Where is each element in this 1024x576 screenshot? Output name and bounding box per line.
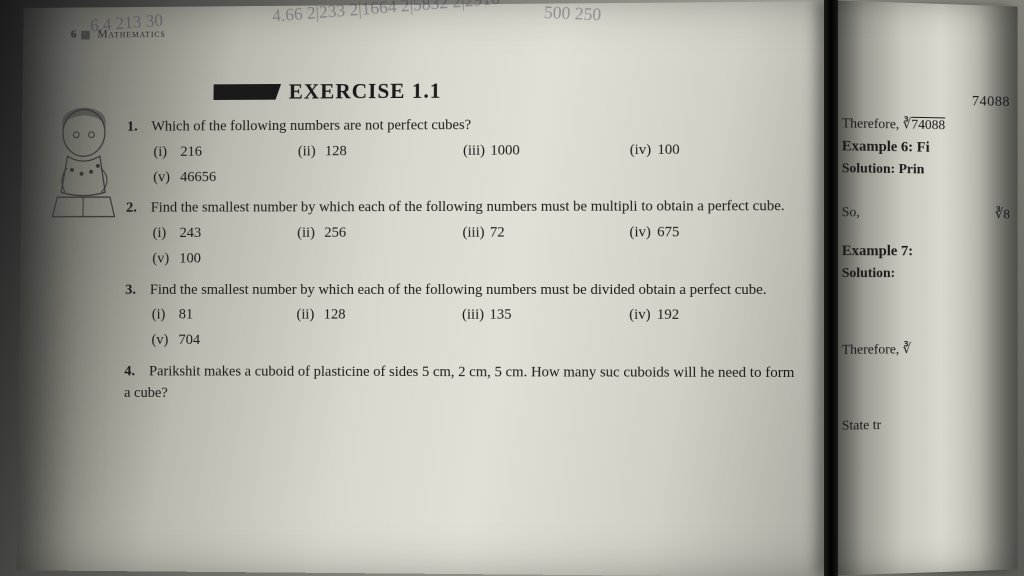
page-header: 6 Mathematics (71, 21, 801, 41)
option: (v)100 (152, 248, 297, 269)
question-text: Parikshit makes a cuboid of plasticine o… (124, 363, 794, 400)
exercise-title: EXERCISE 1.1 (289, 78, 442, 103)
right-line: Solution: (842, 266, 1010, 282)
option: (iv)675 (629, 222, 778, 244)
option: (iii)1000 (463, 140, 630, 162)
book-spine (824, 0, 838, 576)
right-line: Therefore, ∛ (842, 341, 1010, 359)
right-line: So, ∛8 (842, 205, 1010, 222)
option: (ii)128 (298, 141, 463, 163)
question: 1. Which of the following numbers are no… (126, 114, 800, 189)
pencil-scribble: 500 250 (543, 4, 601, 23)
option: (i)243 (153, 223, 298, 245)
question-number: 1. (127, 117, 148, 138)
page-number: 6 (71, 27, 78, 41)
option: (ii)128 (296, 305, 462, 327)
question: 2. Find the smallest number by which eac… (125, 196, 800, 269)
option: (iii)72 (462, 222, 629, 244)
right-line: State tr (842, 416, 1010, 435)
exercise-banner: EXERCISE 1.1 (213, 78, 441, 105)
question: 4. Parikshit makes a cuboid of plasticin… (124, 361, 800, 406)
question: 3. Find the smallest number by which eac… (125, 280, 801, 353)
options-grid: (i)243 (ii)256 (iii)72 (iv)675 (v)100 (152, 222, 800, 270)
right-line: Therefore, ∛74088 (842, 115, 1010, 135)
header-square-icon (81, 30, 90, 39)
question-number: 2. (126, 198, 147, 219)
option: (v)46656 (153, 167, 298, 189)
option: (iv)192 (629, 305, 778, 327)
question-text: Find the smallest number by which each o… (150, 282, 767, 298)
options-grid: (i)216 (ii)128 (iii)1000 (iv)100 (v)4665… (153, 139, 800, 188)
right-line: Solution: Prin (842, 161, 1010, 179)
subject-label: Mathematics (97, 26, 165, 40)
question-number: 3. (125, 280, 146, 301)
right-page: 74088 Therefore, ∛74088 Example 6: Fi So… (824, 0, 1018, 576)
question-number: 4. (124, 361, 145, 382)
question-text: Find the smallest number by which each o… (151, 198, 785, 215)
option: (iii)135 (462, 305, 629, 327)
left-page: 6 Mathematics 6.4 213 30 4.66 2|233 2|16… (17, 1, 831, 576)
option: (iv)100 (630, 139, 779, 161)
option: (i)216 (153, 141, 298, 163)
options-grid: (i)81 (ii)128 (iii)135 (iv)192 (v)704 (151, 305, 800, 353)
pencil-scribble: 4.66 2|233 2|1664 2|5832 2|2916 (272, 0, 500, 25)
option: (i)81 (152, 305, 297, 326)
banner-block-icon (214, 84, 282, 100)
right-line: Example 6: Fi (842, 138, 1010, 158)
option: (ii)256 (297, 223, 462, 245)
right-number: 74088 (842, 90, 1010, 111)
right-line: Example 7: (842, 243, 1010, 261)
student-illustration (38, 99, 130, 236)
option: (v)704 (151, 330, 296, 352)
question-text: Which of the following numbers are not p… (151, 117, 471, 134)
